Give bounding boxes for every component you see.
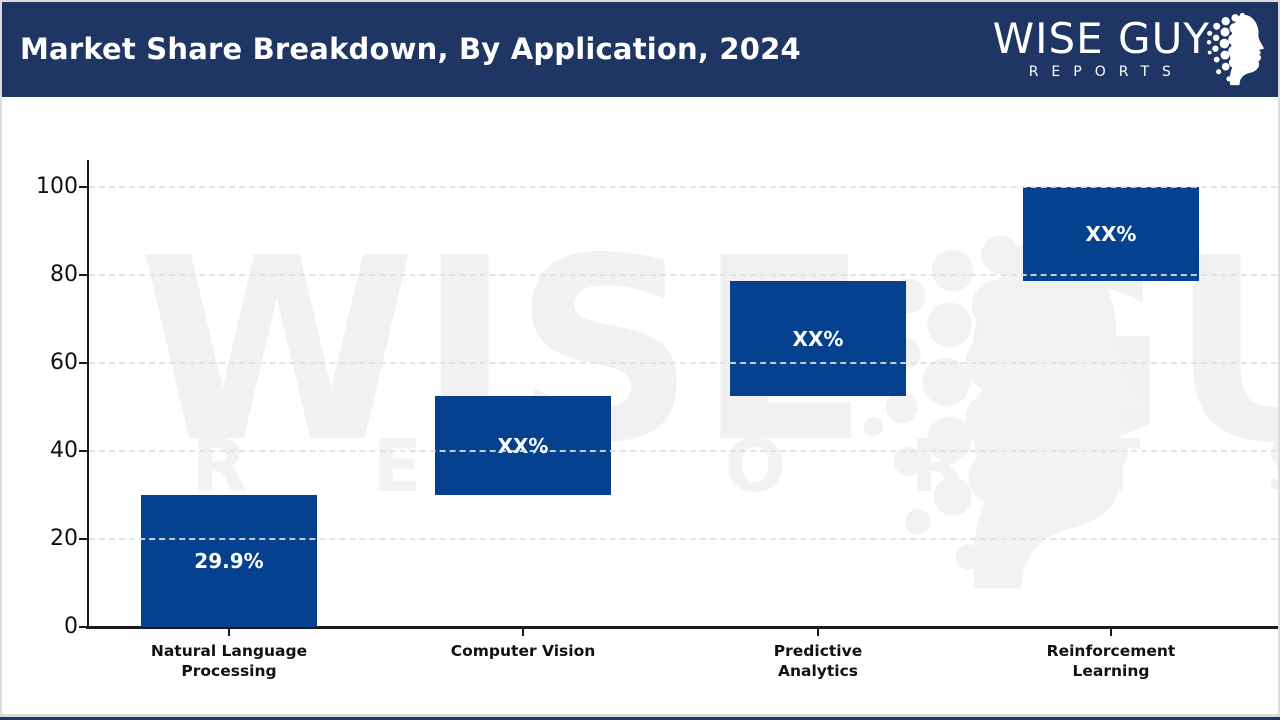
bar-value-label: XX%: [1085, 222, 1137, 247]
x-category-label-line: Processing: [181, 662, 277, 680]
y-tick-mark: [79, 538, 87, 540]
bar-value-label: XX%: [497, 433, 549, 458]
wiseguy-logo: WISE GUY REPORTS: [993, 11, 1266, 87]
x-category-label-predictive-analytics: Predictive Analytics: [688, 641, 948, 681]
bar-reinforcement-learning: XX%: [1023, 187, 1199, 282]
page-title: Market Share Breakdown, By Application, …: [20, 31, 801, 66]
y-gridline: [89, 362, 1277, 364]
x-tick-mark: [1110, 629, 1112, 636]
footer-bar: [0, 714, 1280, 720]
x-tick-mark: [522, 629, 524, 636]
x-category-label-computer-vision: Computer Vision: [393, 641, 653, 661]
y-tick-mark: [79, 274, 87, 276]
y-gridline: [89, 186, 1277, 188]
x-category-label-reinforcement-learning: Reinforcement Learning: [981, 641, 1241, 681]
header: Market Share Breakdown, By Application, …: [0, 0, 1280, 97]
x-category-label-line: Learning: [1072, 662, 1150, 680]
logo-face-icon: [1206, 12, 1265, 85]
y-gridline: [89, 450, 1277, 452]
x-category-label-line: Computer Vision: [450, 642, 596, 660]
logo-text: WISE GUY REPORTS: [992, 14, 1210, 80]
y-tick-mark: [79, 626, 87, 628]
x-axis-line: [86, 626, 1278, 629]
x-category-label-natural-language-processing: Natural Language Processing: [99, 641, 359, 681]
y-tick-label: 100: [36, 174, 78, 199]
x-tick-mark: [228, 629, 230, 636]
bar-value-label: 29.9%: [194, 549, 264, 574]
x-category-label-line: Reinforcement: [1046, 642, 1176, 660]
y-axis-line: [87, 160, 89, 629]
y-tick-label: 80: [50, 262, 78, 287]
logo-subtext: REPORTS: [1028, 64, 1184, 80]
y-tick-label: 0: [64, 614, 78, 639]
x-category-label-line: Natural Language: [150, 642, 308, 660]
x-category-label-line: Predictive: [773, 642, 863, 660]
y-gridline: [89, 538, 1277, 540]
y-gridline: [89, 274, 1277, 276]
bar-computer-vision: XX%: [435, 396, 611, 496]
bar-predictive-analytics: XX%: [730, 281, 906, 396]
y-tick-mark: [79, 450, 87, 452]
y-tick-mark: [79, 362, 87, 364]
logo-wordmark: WISE GUY: [992, 14, 1210, 63]
y-tick-label: 60: [50, 350, 78, 375]
x-category-label-line: Analytics: [777, 662, 859, 680]
bar-value-label: XX%: [792, 326, 844, 351]
y-tick-mark: [79, 186, 87, 188]
y-tick-label: 20: [50, 526, 78, 551]
y-tick-label: 40: [50, 438, 78, 463]
x-tick-mark: [817, 629, 819, 636]
bar-natural-language-processing: 29.9%: [141, 495, 317, 627]
